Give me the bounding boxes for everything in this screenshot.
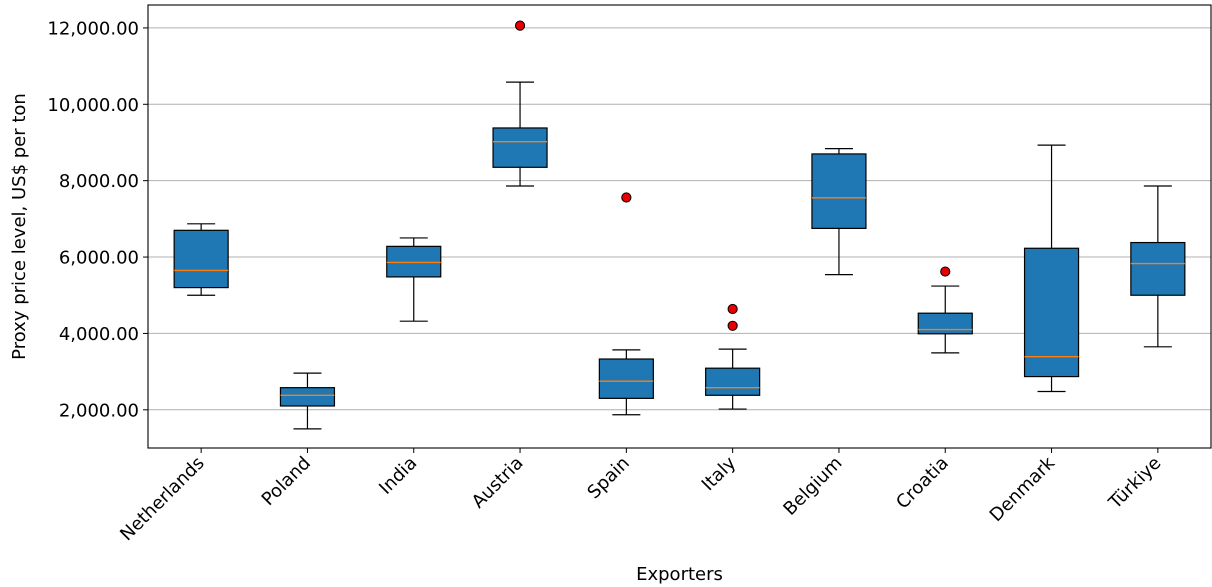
outlier-point bbox=[727, 303, 738, 315]
y-tick-label: 10,000.00 bbox=[47, 95, 139, 116]
box-group bbox=[279, 372, 336, 430]
boxes bbox=[173, 20, 1186, 430]
box-iqr bbox=[598, 358, 654, 399]
box-iqr bbox=[917, 312, 973, 335]
box-iqr bbox=[492, 127, 548, 168]
x-tick-label: Türkiye bbox=[1104, 453, 1165, 514]
x-tick-label: Croatia bbox=[892, 453, 953, 514]
box-iqr bbox=[173, 229, 229, 289]
box-group bbox=[492, 20, 548, 187]
box-group bbox=[1130, 185, 1186, 348]
y-tick-label: 2,000.00 bbox=[59, 400, 139, 421]
y-tick-label: 12,000.00 bbox=[47, 18, 139, 39]
y-tick-label: 8,000.00 bbox=[59, 171, 139, 192]
x-tick-label: Poland bbox=[258, 453, 315, 510]
outlier-point bbox=[514, 20, 526, 31]
outlier-point bbox=[621, 192, 632, 203]
y-tick-label: 4,000.00 bbox=[59, 324, 139, 345]
box-group bbox=[173, 223, 229, 296]
box-iqr bbox=[1130, 241, 1186, 296]
box-group bbox=[811, 147, 867, 276]
x-tick-label: Belgium bbox=[779, 453, 846, 520]
y-axis-title: Proxy price level, US$ per ton bbox=[9, 93, 30, 360]
y-axis-ticks: 2,000.00 4,000.00 6,000.00 8,000.00 10,000.0… bbox=[47, 18, 148, 421]
x-tick-label: Denmark bbox=[986, 452, 1060, 526]
box-iqr bbox=[811, 153, 867, 230]
y-tick-label: 6,000.00 bbox=[59, 248, 139, 269]
box-group bbox=[598, 192, 654, 416]
plot-frame bbox=[147, 4, 1212, 449]
box-group bbox=[705, 303, 761, 410]
box-iqr bbox=[705, 367, 761, 396]
outlier-point bbox=[940, 266, 951, 277]
x-tick-label: India bbox=[375, 453, 421, 499]
gridlines bbox=[148, 27, 1211, 411]
x-axis-title: Exporters bbox=[636, 564, 723, 585]
box-group bbox=[386, 237, 442, 322]
box-group bbox=[1023, 144, 1080, 393]
box-iqr bbox=[279, 387, 336, 407]
box-iqr bbox=[386, 245, 442, 278]
x-axis-ticks: Netherlands Poland India Austria Spain Italy B… bbox=[116, 448, 1165, 545]
x-tick-label: Spain bbox=[583, 453, 633, 503]
box-iqr bbox=[1023, 247, 1080, 378]
x-tick-label: Austria bbox=[468, 453, 528, 513]
x-tick-label: Netherlands bbox=[116, 453, 208, 545]
box-group bbox=[917, 266, 973, 354]
x-tick-label: Italy bbox=[698, 452, 741, 495]
outlier-point bbox=[727, 320, 738, 331]
